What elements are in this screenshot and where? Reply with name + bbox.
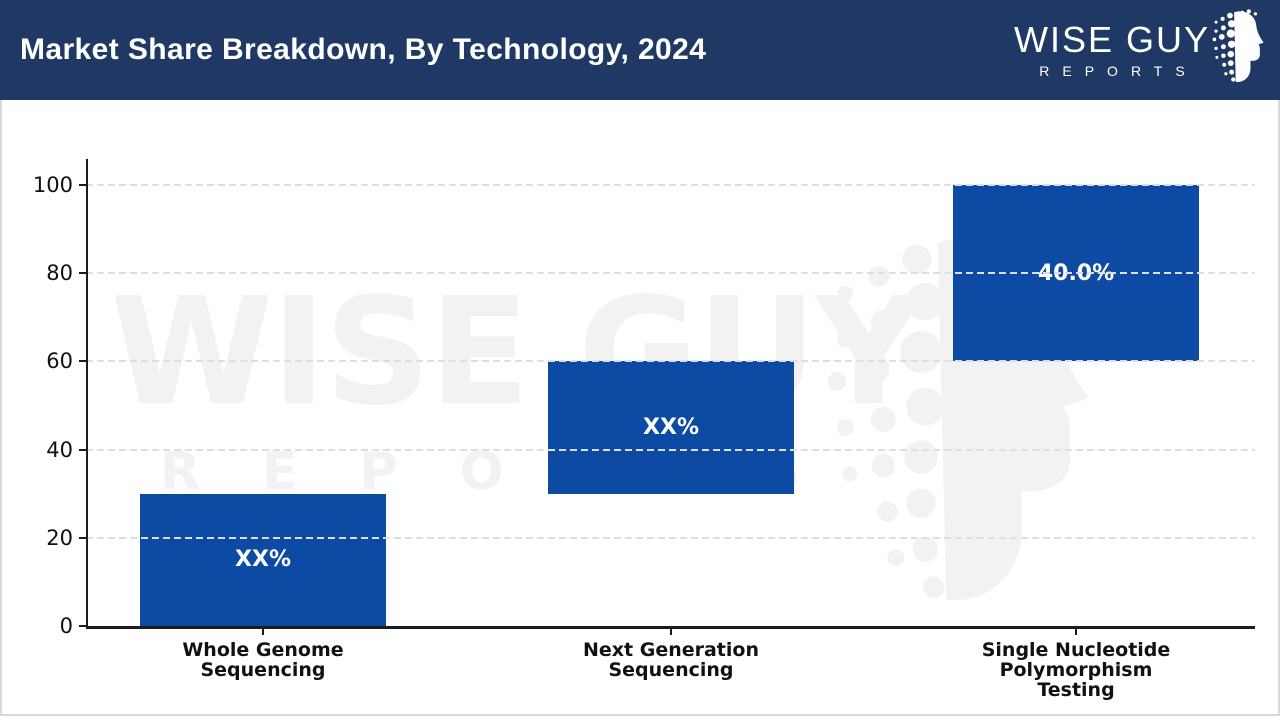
brand-logo-text: WISE GUY REPORTS — [1013, 19, 1210, 79]
y-axis-tick — [79, 536, 86, 539]
category-label: Single Nucleotide Polymorphism Testing — [916, 640, 1236, 700]
chart-area: WISE GUY REPORTS XX% XX% 40.0% 0 20 40 60 80 100… — [0, 100, 1280, 720]
category-label-line: Testing — [1037, 679, 1115, 701]
y-axis-tick — [79, 625, 86, 627]
y-axis-tick-label: 20 — [46, 525, 73, 550]
y-axis-tick — [79, 184, 86, 186]
x-axis-tick — [262, 626, 264, 635]
brand-face-icon — [1212, 9, 1264, 83]
x-axis-tick — [670, 626, 672, 635]
x-axis-tick — [1075, 626, 1077, 635]
header-bar: Market Share Breakdown, By Technology, 2… — [0, 0, 1280, 100]
gridline — [86, 536, 1255, 539]
category-label: Whole Genome Sequencing — [103, 640, 423, 680]
page-title: Market Share Breakdown, By Technology, 2… — [20, 33, 707, 66]
category-label-line: Single Nucleotide — [981, 639, 1171, 661]
y-axis-tick — [79, 360, 86, 363]
category-label-line: Whole Genome — [182, 639, 344, 661]
bar-segment: XX% — [548, 361, 794, 494]
bar-segment: XX% — [140, 493, 386, 626]
gridline — [86, 448, 1255, 451]
y-axis-tick-label: 80 — [46, 261, 73, 286]
y-axis-tick — [79, 448, 86, 451]
y-axis-line — [86, 158, 88, 629]
category-label-line: Next Generation — [582, 639, 759, 661]
y-axis-tick-label: 60 — [46, 349, 73, 374]
brand-subtitle: REPORTS — [1039, 63, 1198, 79]
brand-logo: WISE GUY REPORTS — [1014, 0, 1272, 100]
category-label-line: Sequencing — [200, 659, 326, 681]
y-axis-tick-label: 100 — [32, 173, 73, 197]
gridline — [86, 184, 1255, 186]
y-axis-tick — [79, 272, 86, 275]
brand-name: WISE GUY — [1013, 19, 1210, 60]
gridline — [86, 272, 1255, 275]
category-label-line: Sequencing — [608, 659, 734, 681]
y-axis-tick-label: 40 — [46, 437, 73, 462]
gridline — [86, 360, 1255, 363]
category-label-line: Polymorphism — [999, 659, 1153, 681]
category-label: Next Generation Sequencing — [511, 640, 831, 680]
bar-value-label: XX% — [235, 547, 291, 573]
y-axis-tick-label: 0 — [59, 614, 73, 638]
bar-value-label: XX% — [643, 415, 699, 441]
